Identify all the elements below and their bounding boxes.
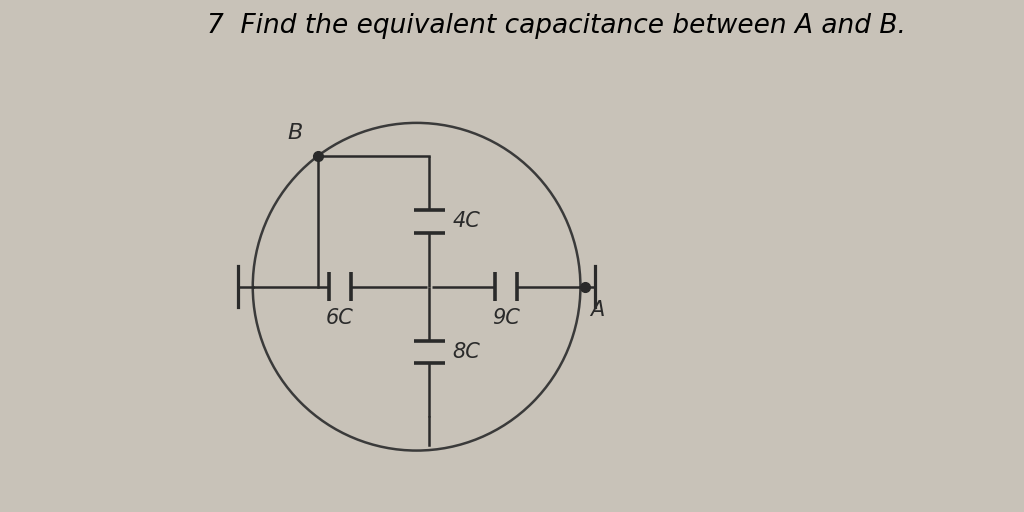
Text: A: A xyxy=(590,300,604,319)
Text: 8C: 8C xyxy=(453,342,480,362)
Text: B: B xyxy=(287,123,302,143)
Text: 9C: 9C xyxy=(493,308,520,328)
Text: 6C: 6C xyxy=(326,308,353,328)
Text: 7  Find the equivalent capacitance between A and B.: 7 Find the equivalent capacitance betwee… xyxy=(207,13,905,39)
Text: 4C: 4C xyxy=(453,211,480,231)
